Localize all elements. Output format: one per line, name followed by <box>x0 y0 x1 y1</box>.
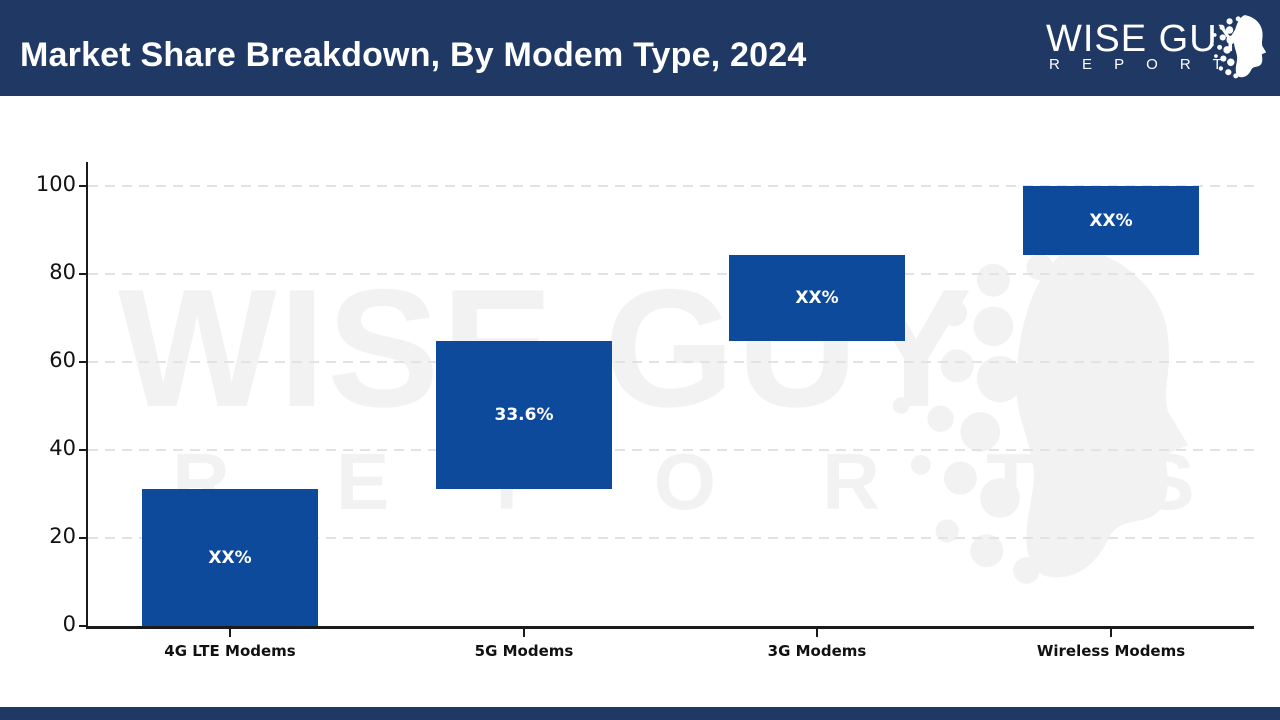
x-tick-label: 3G Modems <box>767 642 867 660</box>
bar-value-label: XX% <box>208 547 252 568</box>
bar-value-label: XX% <box>795 288 839 309</box>
x-tick-mark <box>816 629 818 637</box>
bar-value-label: 33.6% <box>494 405 554 426</box>
y-axis <box>86 162 88 628</box>
gridline <box>88 449 1254 451</box>
logo-tagline: R E P O R T S <box>1049 56 1263 73</box>
bar-segment: XX% <box>729 255 905 342</box>
x-axis <box>86 626 1254 629</box>
y-tick-mark <box>79 361 88 363</box>
x-tick-label: 5G Modems <box>474 642 574 660</box>
page-title: Market Share Breakdown, By Modem Type, 2… <box>20 36 807 74</box>
gridline <box>88 361 1254 363</box>
logo-name: WISE GUY <box>1046 18 1245 60</box>
y-tick-label: 20 <box>49 524 76 548</box>
footer-bar <box>0 707 1280 720</box>
x-tick-label: Wireless Modems <box>1036 642 1186 660</box>
bar-segment: 33.6% <box>436 341 612 490</box>
y-tick-mark <box>79 449 88 451</box>
wiseguy-head-icon <box>1206 8 1268 88</box>
x-tick-label: 4G LTE Modems <box>164 642 296 660</box>
gridline <box>88 273 1254 275</box>
gridline <box>88 537 1254 539</box>
y-tick-mark <box>79 625 88 627</box>
watermark-text: R E P O R T S <box>172 437 1237 526</box>
y-tick-mark <box>79 273 88 275</box>
y-tick-label: 100 <box>35 172 76 196</box>
x-tick-mark <box>229 629 231 637</box>
bar-segment: XX% <box>1023 186 1199 256</box>
y-tick-label: 80 <box>49 260 76 284</box>
y-tick-mark <box>79 185 88 187</box>
y-tick-mark <box>79 537 88 539</box>
wiseguy-logo: WISE GUY R E P O R T S <box>1040 0 1280 96</box>
y-tick-label: 60 <box>49 348 76 372</box>
watermark-head-icon <box>868 218 1198 626</box>
gridline <box>88 185 1254 187</box>
x-tick-mark <box>1110 629 1112 637</box>
x-tick-mark <box>523 629 525 637</box>
y-tick-label: 0 <box>62 612 76 636</box>
bar-value-label: XX% <box>1089 210 1133 231</box>
y-tick-label: 40 <box>49 436 76 460</box>
header: Market Share Breakdown, By Modem Type, 2… <box>0 0 1280 96</box>
bar-segment: XX% <box>142 489 318 626</box>
